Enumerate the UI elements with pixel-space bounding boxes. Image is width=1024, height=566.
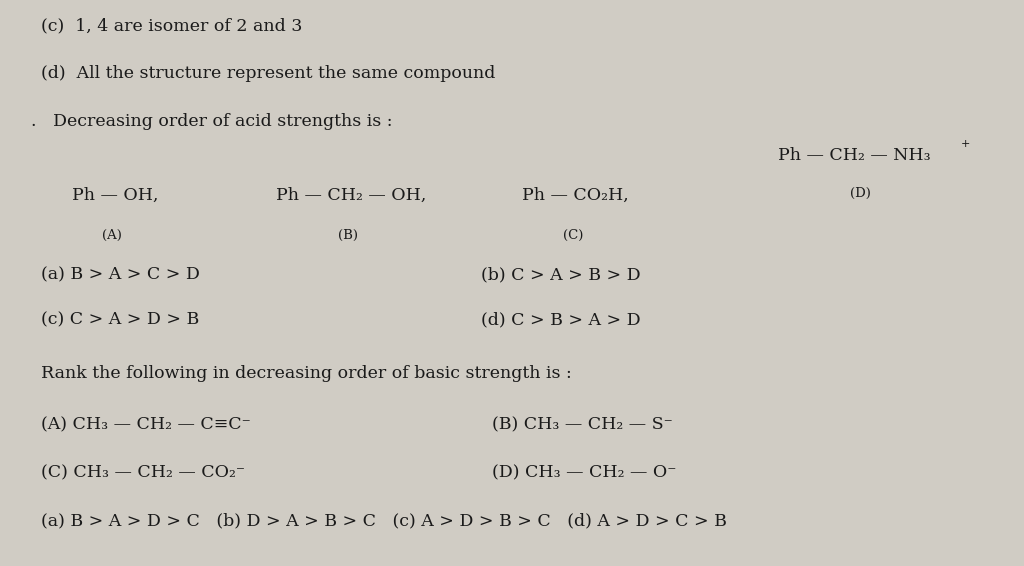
Text: Rank the following in decreasing order of basic strength is :: Rank the following in decreasing order o… — [41, 365, 571, 382]
Text: Ph — OH,: Ph — OH, — [72, 187, 158, 204]
Text: Ph — CH₂ — NH₃: Ph — CH₂ — NH₃ — [778, 147, 931, 164]
Text: (c)  1, 4 are isomer of 2 and 3: (c) 1, 4 are isomer of 2 and 3 — [41, 17, 302, 34]
Text: (D) CH₃ — CH₂ — O⁻: (D) CH₃ — CH₂ — O⁻ — [492, 464, 676, 481]
Text: (B) CH₃ — CH₂ — S⁻: (B) CH₃ — CH₂ — S⁻ — [492, 416, 673, 433]
Text: (C) CH₃ — CH₂ — CO₂⁻: (C) CH₃ — CH₂ — CO₂⁻ — [41, 464, 245, 481]
Text: (c) C > A > D > B: (c) C > A > D > B — [41, 311, 200, 328]
Text: (b) C > A > B > D: (b) C > A > B > D — [481, 266, 641, 283]
Text: (a) B > A > C > D: (a) B > A > C > D — [41, 266, 200, 283]
Text: (B): (B) — [338, 229, 358, 242]
Text: (C): (C) — [563, 229, 584, 242]
Text: .   Decreasing order of acid strengths is :: . Decreasing order of acid strengths is … — [31, 113, 392, 130]
Text: Ph — CH₂ — OH,: Ph — CH₂ — OH, — [276, 187, 427, 204]
Text: +: + — [961, 139, 970, 149]
Text: (A): (A) — [102, 229, 122, 242]
Text: (a) B > A > D > C   (b) D > A > B > C   (c) A > D > B > C   (d) A > D > C > B: (a) B > A > D > C (b) D > A > B > C (c) … — [41, 512, 727, 529]
Text: (A) CH₃ — CH₂ — C≡C⁻: (A) CH₃ — CH₂ — C≡C⁻ — [41, 416, 251, 433]
Text: (d) C > B > A > D: (d) C > B > A > D — [481, 311, 641, 328]
Text: (d)  All the structure represent the same compound: (d) All the structure represent the same… — [41, 65, 496, 82]
Text: (D): (D) — [850, 187, 870, 200]
Text: Ph — CO₂H,: Ph — CO₂H, — [522, 187, 629, 204]
